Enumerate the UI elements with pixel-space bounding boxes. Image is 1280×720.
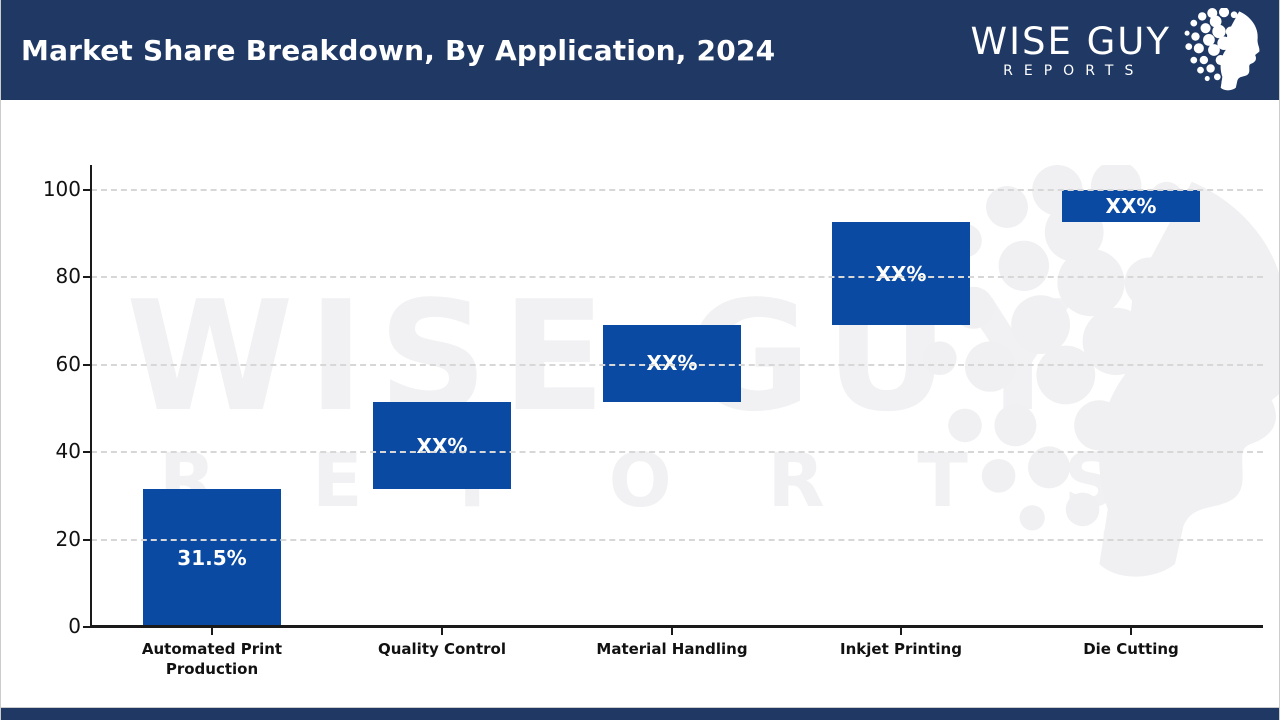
y-tick-mark	[83, 538, 91, 541]
logo-text: WISE GUY REPORTS	[971, 23, 1171, 78]
bar-value-label: 31.5%	[177, 546, 247, 571]
dot-face-profile-icon	[1177, 8, 1261, 92]
bar-value-label: XX%	[416, 433, 468, 458]
x-category-label: Material Handling	[596, 640, 748, 658]
logo-subtitle: REPORTS	[1003, 62, 1145, 79]
x-tick-mark	[441, 628, 443, 635]
y-gridline	[91, 451, 1263, 453]
bar: XX%	[832, 222, 970, 325]
y-gridline	[91, 363, 1263, 366]
y-tick-label: 0	[68, 614, 81, 638]
x-category-label: Quality Control	[377, 640, 506, 658]
bar: XX%	[1062, 189, 1200, 223]
y-tick-mark	[83, 363, 91, 366]
bar: XX%	[373, 402, 511, 490]
x-category-label: Die Cutting	[1083, 640, 1179, 658]
y-gridline	[91, 538, 1263, 541]
footer-bar	[1, 707, 1279, 720]
x-category-label: Inkjet Printing	[840, 640, 962, 658]
x-tick-mark	[211, 628, 213, 635]
y-tick-label: 100	[42, 176, 81, 201]
y-tick-label: 80	[55, 264, 81, 288]
x-axis-line	[90, 625, 1263, 628]
y-tick-mark	[83, 451, 91, 453]
x-category-label: Automated Print Production	[141, 640, 283, 679]
y-tick-mark	[83, 276, 91, 278]
y-gridline	[91, 188, 1263, 191]
chart-title: Market Share Breakdown, By Application, …	[21, 33, 776, 67]
bar-value-label: XX%	[1105, 193, 1157, 218]
y-tick-label: 20	[55, 526, 81, 551]
x-tick-mark	[1130, 628, 1132, 635]
y-tick-mark	[83, 188, 91, 191]
bar: 31.5%	[143, 489, 281, 627]
bar-value-label: XX%	[646, 351, 698, 376]
y-tick-label: 40	[55, 439, 81, 463]
x-tick-mark	[900, 628, 902, 635]
y-axis-line	[90, 165, 92, 627]
bar-value-label: XX%	[875, 261, 927, 286]
x-tick-mark	[671, 628, 673, 635]
wise-guy-reports-logo: WISE GUY REPORTS	[971, 8, 1261, 92]
header-bar: Market Share Breakdown, By Application, …	[1, 0, 1279, 100]
logo-wordmark: WISE GUY	[970, 19, 1171, 63]
y-tick-label: 60	[55, 351, 81, 376]
y-gridline	[91, 276, 1263, 278]
bar: XX%	[603, 324, 741, 403]
y-tick-mark	[83, 626, 91, 628]
